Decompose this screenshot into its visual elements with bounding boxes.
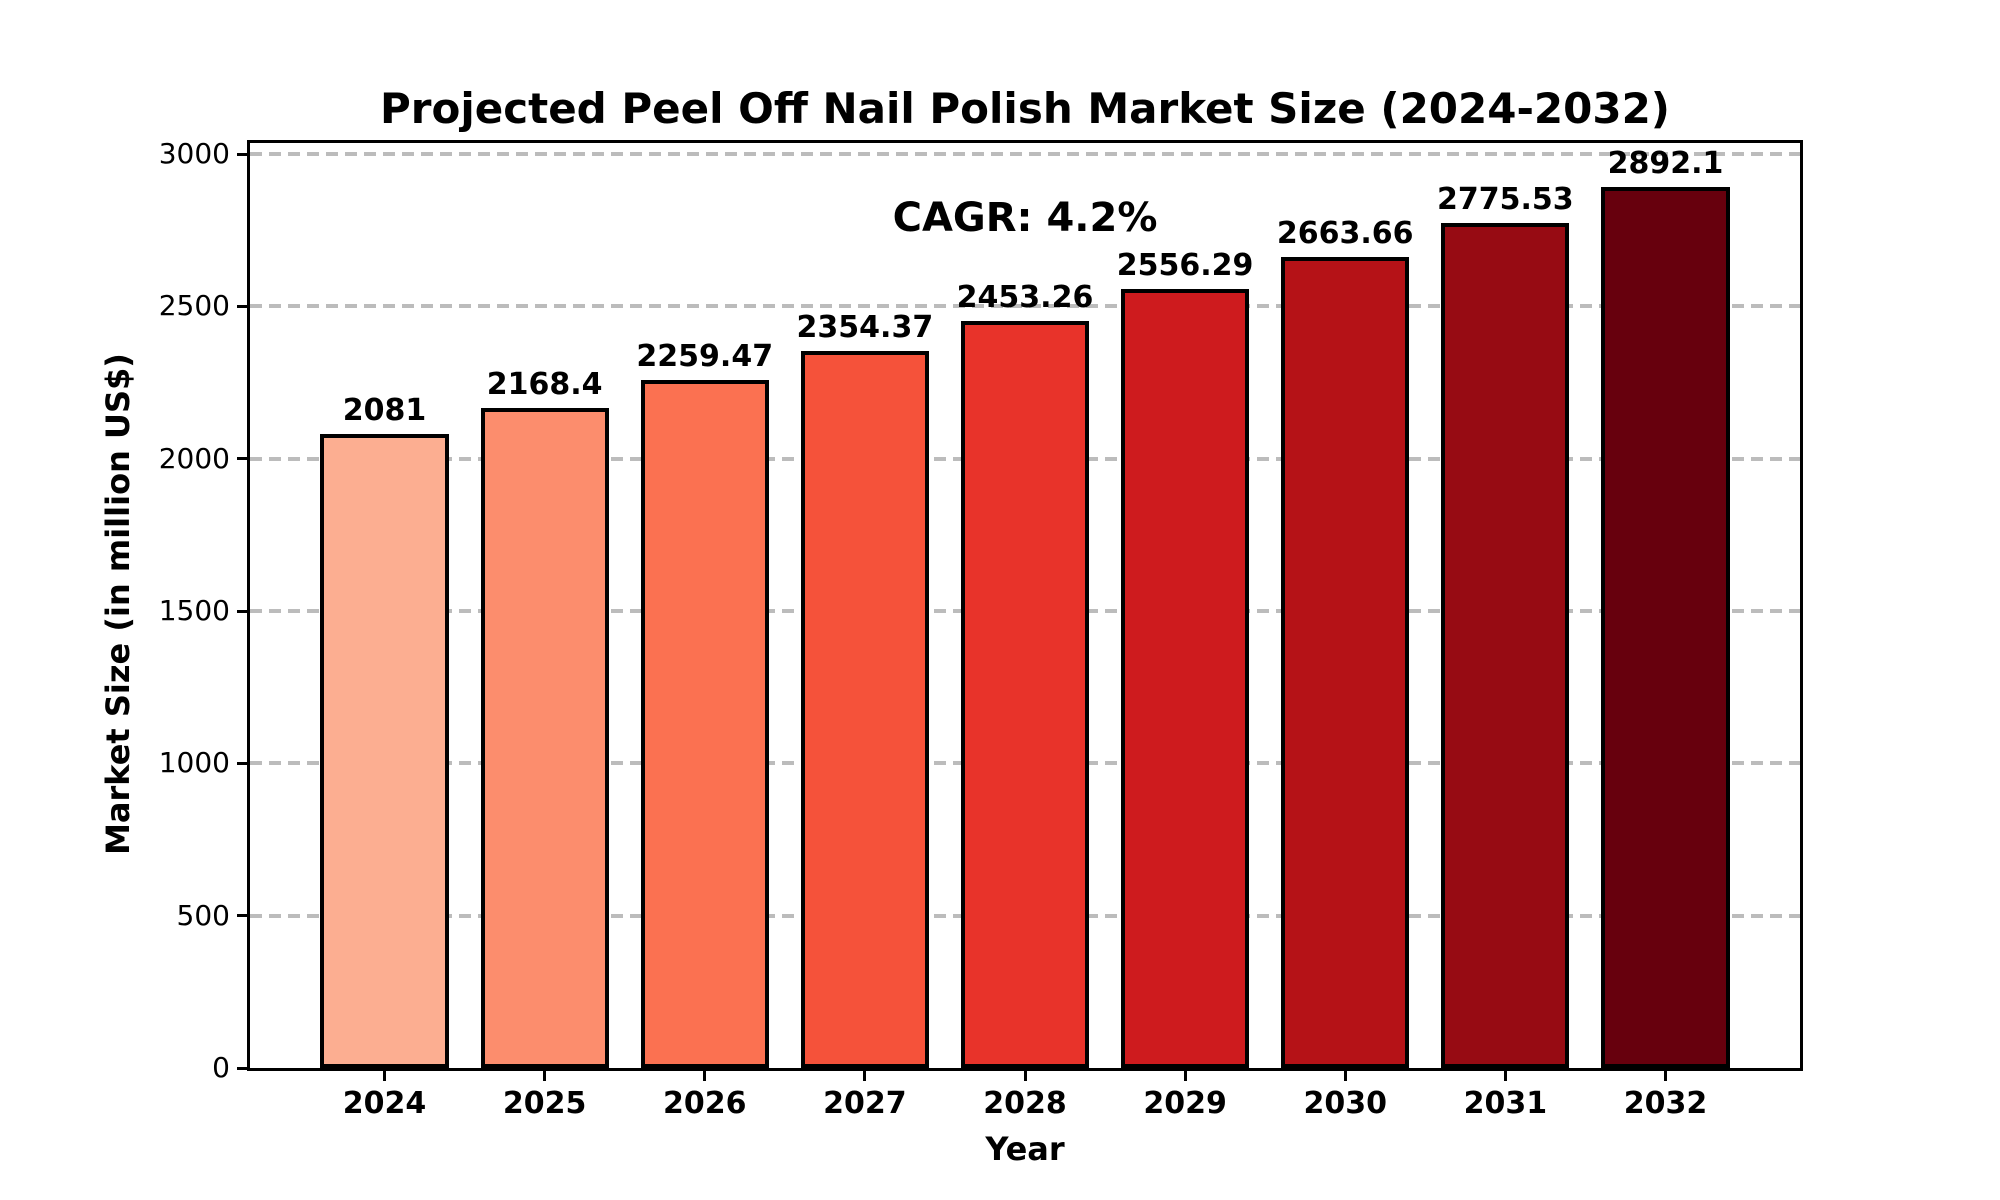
bar-value-label-2024: 2081 [342,393,427,429]
y-tick-label-1500: 1500 [158,594,230,628]
x-tick-label-2029: 2029 [1143,1086,1227,1121]
gridline-3000 [250,152,1800,157]
bar-value-label-2030: 2663.66 [1276,215,1414,251]
x-tick-mark-2029 [1183,1071,1187,1081]
plot-area: 2081 2168.4 2259.47 2354.37 2453.26 2556.29 26… [247,140,1803,1071]
y-tick-mark-500 [237,914,247,918]
cagr-annotation: CAGR: 4.2% [892,195,1158,241]
y-tick-mark-1000 [237,761,247,765]
x-tick-mark-2032 [1663,1071,1667,1081]
bar-value-label-2026: 2259.47 [636,338,774,374]
bar-2029 [1121,289,1250,1068]
bar-value-label-2029: 2556.29 [1116,248,1254,284]
x-tick-mark-2024 [383,1071,386,1081]
x-tick-label-2028: 2028 [983,1086,1067,1121]
y-tick-label-1000: 1000 [158,746,230,780]
y-tick-mark-2000 [237,457,247,461]
x-tick-label-2030: 2030 [1303,1086,1387,1121]
bar-2028 [960,320,1090,1068]
y-tick-label-0: 0 [212,1051,230,1084]
bar-value-label-2028: 2453.26 [956,279,1094,315]
y-tick-mark-3000 [237,152,247,156]
x-tick-mark-2030 [1343,1071,1347,1081]
y-tick-mark-1500 [237,609,247,613]
y-tick-label-500: 500 [176,898,230,932]
y-tick-label-3000: 3000 [158,137,230,171]
bar-2026 [640,379,769,1068]
bar-2030 [1281,256,1410,1068]
y-axis-title: Market Size (in million US$) [99,353,137,855]
bar-2031 [1441,222,1570,1068]
y-tick-mark-2500 [237,304,247,308]
y-tick-label-2000: 2000 [158,441,230,475]
x-tick-mark-2027 [863,1071,867,1081]
x-tick-mark-2028 [1023,1071,1027,1081]
x-axis-title: Year [985,1130,1065,1168]
bar-2025 [480,407,609,1068]
x-tick-label-2025: 2025 [502,1086,587,1121]
bar-value-label-2032: 2892.1 [1607,146,1724,182]
x-tick-label-2024: 2024 [342,1086,427,1121]
x-tick-mark-2025 [543,1071,547,1081]
y-tick-mark-0 [237,1066,247,1070]
x-tick-mark-2026 [703,1071,707,1081]
chart-title: Projected Peel Off Nail Polish Market Si… [379,84,1670,133]
bar-value-label-2027: 2354.37 [796,309,934,345]
x-tick-mark-2031 [1503,1071,1507,1081]
bar-value-label-2025: 2168.4 [486,366,603,402]
x-tick-label-2026: 2026 [663,1086,747,1121]
bar-value-label-2031: 2775.53 [1437,181,1574,217]
x-tick-label-2032: 2032 [1623,1086,1708,1121]
x-tick-label-2027: 2027 [823,1086,907,1121]
bar-2024 [320,434,449,1068]
bar-2032 [1601,187,1730,1068]
y-tick-label-2500: 2500 [158,289,230,323]
bar-2027 [800,350,929,1068]
x-tick-label-2031: 2031 [1463,1086,1548,1121]
gridline-2500 [250,304,1800,309]
